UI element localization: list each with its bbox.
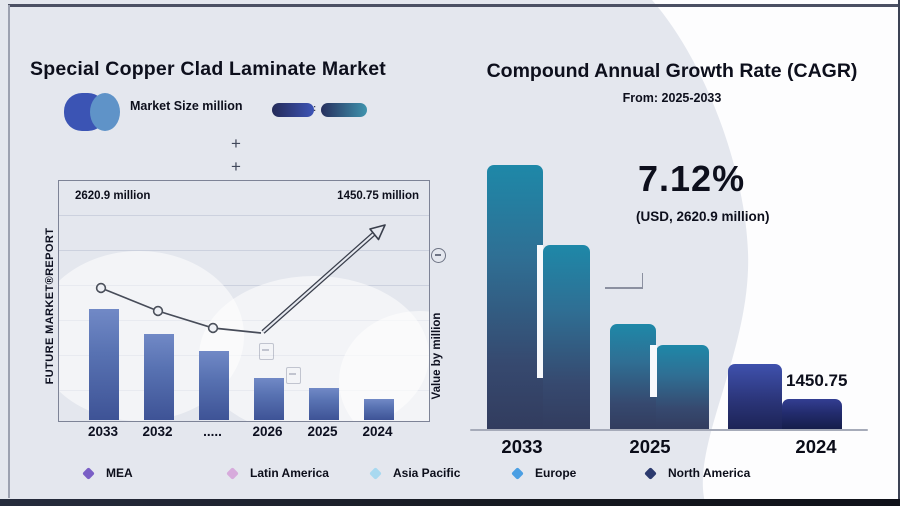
legend-item-north-america: North America: [644, 465, 751, 481]
market-size-label: Market Size million: [130, 99, 243, 113]
cagr-bar-2024-right: [782, 399, 842, 430]
document-watermark-icon: [286, 367, 301, 384]
ratio-pill-left: [272, 103, 314, 117]
frame-top-border: [8, 4, 900, 7]
cagr-bar-2033-right: [543, 245, 590, 430]
plus-mark-icon: +: [231, 157, 241, 176]
value-axis-label: Value by million: [431, 312, 443, 400]
cagr-x-label-2024: 2024: [795, 436, 837, 457]
cagr-axis-line: [470, 429, 868, 431]
x-label-2024: 2024: [362, 424, 393, 439]
cagr-bar-2024-left: [728, 364, 782, 430]
ratio-pill-right: [321, 103, 367, 117]
x-label-2033: 2033: [87, 424, 119, 439]
diamond-icon: [82, 466, 95, 480]
x-label-.....: .....: [203, 424, 222, 439]
x-label-2025: 2025: [307, 424, 338, 439]
legend-label: Asia Pacific: [393, 466, 461, 480]
cylinder-icon: [64, 93, 120, 131]
minus-circle-icon: [431, 248, 446, 263]
left-chart-xlabels: 2033 2032..... 2026 2025 2024: [58, 424, 428, 442]
diamond-icon: [226, 466, 239, 480]
x-label-2026: 2026: [252, 424, 283, 439]
market-size-chart: 2620.9 million 1450.75 million: [58, 180, 430, 422]
chart-annotation-2033: 2620.9 million: [75, 190, 151, 202]
bar-gap-slot: [650, 345, 657, 397]
legend-label: North America: [668, 466, 751, 480]
legend-label: Europe: [535, 466, 577, 480]
market-size-bar-2025: [308, 388, 339, 420]
trend-svg: [95, 224, 386, 334]
cagr-bar-2033-left: [487, 165, 543, 430]
page-title: Special Copper Clad Laminate Market: [30, 58, 386, 80]
step-bracket-line: [605, 287, 643, 289]
legend-label: Latin America: [250, 466, 329, 480]
legend-label: MEA: [106, 466, 133, 480]
legend-item-mea: MEA: [82, 465, 133, 481]
market-size-bar-2026: [253, 378, 284, 420]
market-size-bar-2033: [89, 309, 119, 420]
left-chart-bars: [59, 181, 429, 421]
document-watermark-icon: [259, 343, 274, 360]
cagr-subtitle: From: 2025-2033: [622, 91, 722, 105]
legend-item-latin-america: Latin America: [226, 465, 329, 481]
ratio-colon: :: [313, 103, 317, 114]
market-size-bar-2032: [143, 334, 174, 420]
brand-watermark-vertical: FUTURE MARKET®REPORT: [44, 227, 56, 385]
frame-right-border: [897, 0, 900, 506]
market-size-bar-.....: [198, 351, 229, 420]
chart-annotation-2024: 1450.75 million: [337, 190, 419, 202]
cagr-xlabels: 2033 2025 2024: [473, 436, 868, 458]
cagr-value: 7.12%: [638, 158, 746, 199]
bar-gap-slot: [537, 245, 543, 378]
cagr-chart: [473, 160, 868, 430]
cagr-x-label-2033: 2033: [501, 436, 543, 457]
cagr-title: Compound Annual Growth Rate (CAGR): [486, 60, 858, 82]
frame-bottom-bar: [0, 499, 900, 506]
cagr-bar-2025-right: [656, 345, 709, 430]
cagr-detail: (USD, 2620.9 million): [636, 209, 770, 224]
market-size-bar-2024: [363, 399, 394, 420]
legend-item-asia-pacific: Asia Pacific: [369, 465, 461, 481]
cagr-bar-2025-left: [610, 324, 656, 430]
diamond-icon: [369, 466, 382, 480]
diamond-icon: [511, 466, 524, 480]
bar-annotation-1450: 1450.75: [786, 371, 848, 390]
legend-item-europe: Europe: [511, 465, 577, 481]
x-label-2032: 2032: [142, 424, 173, 439]
plus-mark-icon: +: [231, 134, 241, 153]
diamond-icon: [644, 466, 657, 480]
cagr-x-label-2025: 2025: [629, 436, 671, 457]
step-bracket-line: [641, 273, 643, 288]
frame-left-border: [8, 5, 10, 498]
